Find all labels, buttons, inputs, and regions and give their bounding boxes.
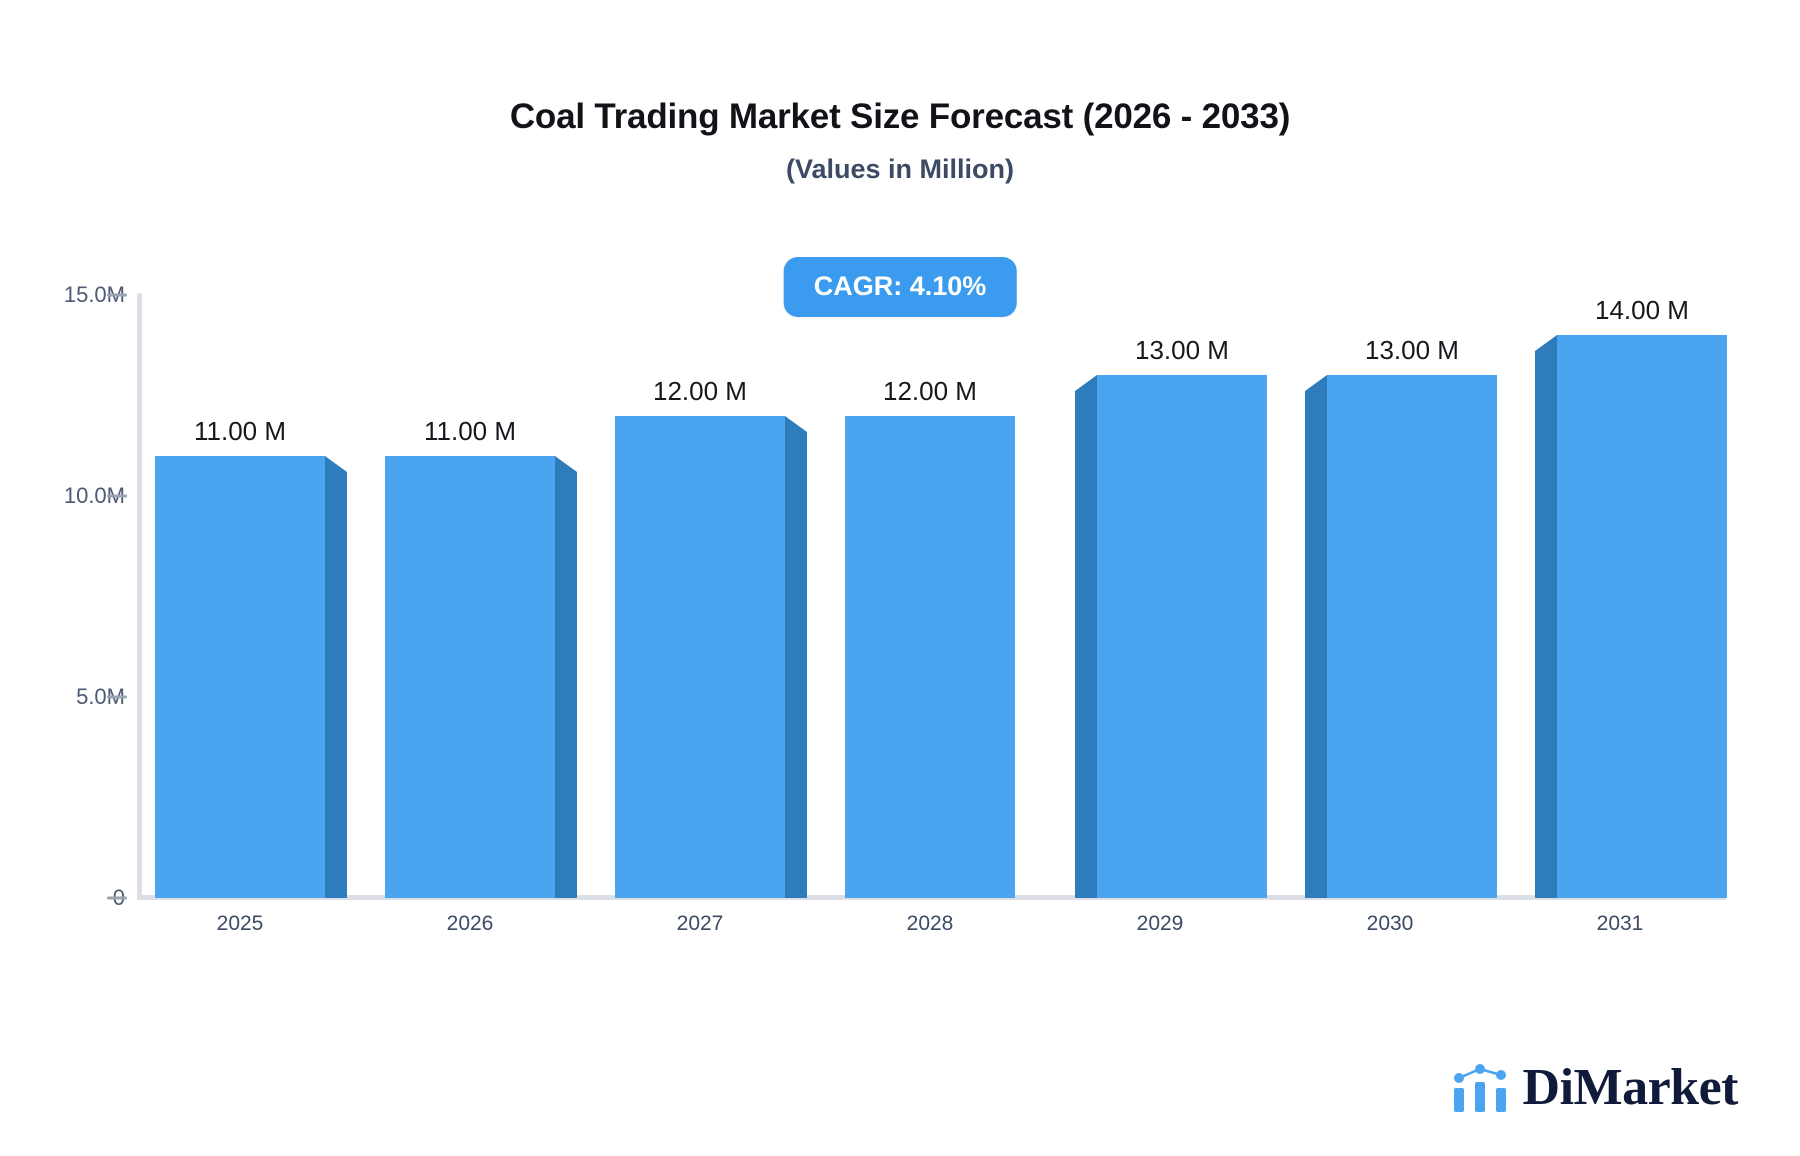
bar-2025[interactable]: 11.00 M — [155, 295, 347, 898]
plot-area: 11.00 M 11.00 M 12.00 M 12.00 M — [137, 295, 1727, 898]
title-block: Coal Trading Market Size Forecast (2026 … — [0, 97, 1800, 184]
bar-face-2031 — [1557, 335, 1727, 898]
bar-2027[interactable]: 12.00 M — [615, 295, 807, 898]
chart-subtitle: (Values in Million) — [785, 153, 1015, 184]
bar-value-label-2026: 11.00 M — [423, 416, 516, 446]
x-tick-label-2027: 2027 — [676, 912, 724, 935]
bar-value-label-2031: 14.00 M — [1595, 295, 1689, 325]
bar-2029[interactable]: 13.00 M — [1075, 295, 1267, 898]
bar-value-label-2027: 12.00 M — [653, 376, 747, 406]
bar-side-2026 — [555, 456, 577, 898]
bar-value-label-2029: 13.00 M — [1135, 335, 1229, 365]
bar-face-2028 — [845, 416, 1015, 898]
x-tick-label-2029: 2029 — [1136, 912, 1184, 935]
brand-logo-text: DiMarket — [1522, 1059, 1739, 1116]
x-tick-label-2026: 2026 — [446, 912, 494, 935]
y-tick-dash-2 — [107, 494, 127, 498]
bar-face-2030 — [1327, 375, 1497, 898]
bar-side-2025 — [325, 456, 347, 898]
bar-side-2030 — [1305, 375, 1327, 898]
y-tick-dash-1 — [107, 695, 127, 699]
bar-value-label-2028: 12.00 M — [883, 376, 977, 406]
y-axis-line — [137, 293, 142, 900]
bar-2031[interactable]: 14.00 M — [1535, 295, 1727, 898]
bar-face-2026 — [385, 456, 555, 898]
x-tick-label-2031: 2031 — [1596, 912, 1644, 935]
bar-side-2029 — [1075, 375, 1097, 898]
y-tick-dash-3 — [107, 293, 127, 297]
brand-logo: DiMarket — [1453, 1059, 1739, 1116]
x-tick-label-2028: 2028 — [906, 912, 954, 935]
bar-value-label-2030: 13.00 M — [1365, 335, 1459, 365]
bar-face-2027 — [615, 416, 785, 898]
x-tick-label-2025: 2025 — [216, 912, 264, 935]
cagr-badge: CAGR: 4.10% — [783, 257, 1017, 317]
bar-value-label-2025: 11.00 M — [193, 416, 286, 446]
x-tick-label-2030: 2030 — [1366, 912, 1414, 935]
bar-side-2031 — [1535, 335, 1557, 898]
bar-chart-logo-icon — [1453, 1064, 1506, 1112]
bar-2026[interactable]: 11.00 M — [385, 295, 577, 898]
bar-side-2027 — [785, 416, 807, 898]
bar-face-2029 — [1097, 375, 1267, 898]
chart-title: Coal Trading Market Size Forecast (2026 … — [509, 97, 1291, 136]
bar-face-2025 — [155, 456, 325, 898]
bar-2030[interactable]: 13.00 M — [1305, 295, 1497, 898]
bar-2028[interactable]: 12.00 M — [845, 295, 1015, 898]
y-tick-dash-0 — [107, 896, 127, 900]
